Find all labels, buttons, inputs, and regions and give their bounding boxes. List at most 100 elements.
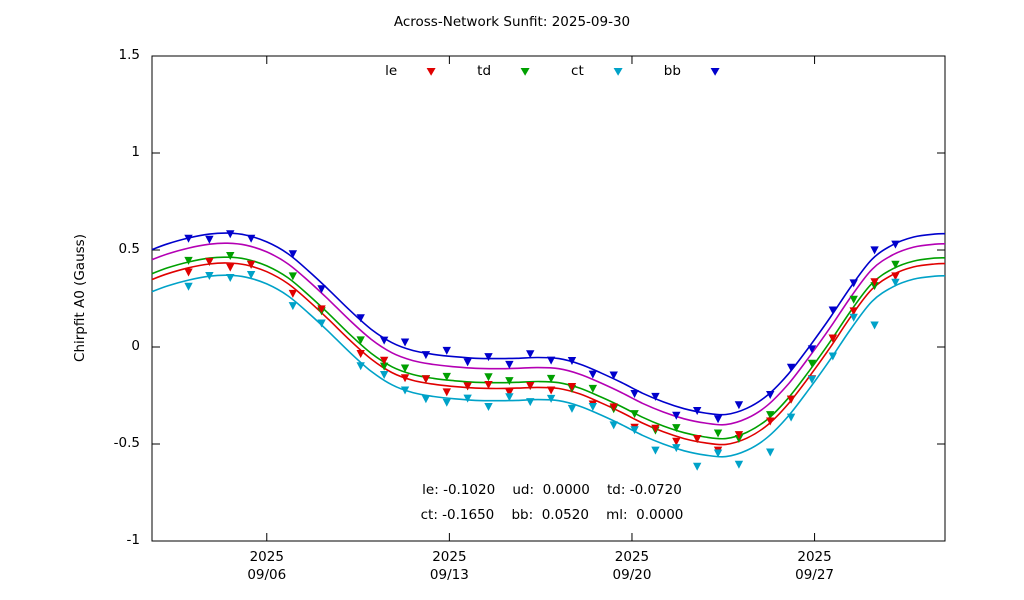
scatter-marker-le bbox=[734, 431, 744, 440]
scatter-marker-td bbox=[400, 364, 410, 373]
scatter-marker-bb bbox=[766, 390, 775, 399]
scatter-marker-ct bbox=[546, 394, 556, 403]
scatter-marker-ct bbox=[484, 402, 493, 411]
scatter-marker-bb bbox=[891, 240, 900, 249]
scatter-marker-le bbox=[786, 395, 796, 404]
scatter-marker-ct bbox=[766, 448, 775, 457]
scatter-marker-bb bbox=[828, 306, 838, 315]
scatter-marker-le bbox=[849, 307, 858, 316]
scatter-marker-le bbox=[288, 289, 298, 298]
scatter-marker-ct bbox=[870, 321, 879, 330]
x-tick-date: 09/13 bbox=[429, 567, 469, 583]
scatter-marker-le bbox=[379, 356, 389, 365]
scatter-marker-bb bbox=[246, 234, 256, 243]
scatter-marker-ct bbox=[463, 394, 472, 403]
scatter-marker-bb bbox=[526, 350, 535, 359]
scatter-marker-bb bbox=[692, 407, 702, 416]
scatter-marker-le bbox=[317, 305, 326, 314]
scatter-marker-le bbox=[442, 388, 451, 397]
scatter-marker-bb bbox=[713, 415, 723, 424]
scatter-marker-ct bbox=[184, 282, 193, 291]
scatter-marker-td bbox=[630, 410, 639, 419]
x-tick-year: 2025 bbox=[432, 549, 467, 565]
scatter-marker-le bbox=[672, 437, 681, 446]
bb-triangle-marker-icon bbox=[710, 67, 720, 76]
scatter-marker-ct bbox=[786, 413, 796, 422]
scatter-marker-ct bbox=[421, 395, 431, 404]
scatter-marker-le bbox=[609, 403, 618, 412]
scatter-marker-bb bbox=[484, 353, 493, 362]
scatter-marker-le bbox=[505, 388, 514, 397]
scatter-marker-bb bbox=[870, 246, 879, 255]
le-triangle-marker-icon bbox=[426, 67, 436, 76]
scatter-marker-ct bbox=[891, 278, 900, 287]
scatter-marker-ct bbox=[849, 313, 858, 322]
scatter-marker-bb bbox=[226, 230, 235, 239]
scatter-marker-bb bbox=[505, 360, 514, 369]
scatter-marker-bb bbox=[356, 314, 365, 323]
legend-label-bb: bb bbox=[663, 63, 681, 79]
scatter-marker-bb bbox=[651, 392, 660, 401]
scatter-marker-ct bbox=[288, 302, 298, 311]
scatter-marker-ct bbox=[828, 352, 838, 361]
scatter-marker-bb bbox=[672, 411, 681, 420]
scatter-marker-le bbox=[421, 375, 431, 384]
x-tick-label: 2025 09/06 bbox=[222, 548, 312, 584]
scatter-marker-td bbox=[546, 374, 556, 383]
scatter-marker-td bbox=[379, 362, 389, 371]
scatter-marker-le bbox=[205, 257, 214, 266]
scatter-marker-ct bbox=[713, 449, 723, 458]
scatter-marker-bb bbox=[588, 370, 598, 379]
scatter-marker-td bbox=[484, 373, 493, 382]
series-line-td bbox=[151, 256, 946, 440]
scatter-marker-td bbox=[184, 256, 193, 265]
scatter-marker-td bbox=[588, 384, 598, 393]
scatter-marker-le bbox=[400, 374, 410, 383]
scatter-marker-ct bbox=[356, 362, 365, 371]
scatter-marker-ct bbox=[734, 460, 744, 469]
scatter-marker-ct bbox=[379, 370, 389, 379]
scatter-marker-le bbox=[246, 260, 256, 269]
scatter-marker-bb bbox=[421, 351, 431, 360]
scatter-marker-le bbox=[226, 263, 235, 272]
legend-label-le: le bbox=[385, 63, 398, 79]
scatter-marker-bb bbox=[546, 356, 556, 365]
x-tick-year: 2025 bbox=[797, 549, 832, 565]
x-tick-year: 2025 bbox=[249, 549, 284, 565]
scatter-marker-bb bbox=[849, 279, 858, 288]
scatter-marker-td bbox=[766, 411, 775, 420]
axis-frame bbox=[151, 55, 946, 542]
x-tick-year: 2025 bbox=[614, 549, 650, 565]
fit-values-line-1: le: -0.1020 ud: 0.0000 td: -0.0720 bbox=[422, 482, 682, 498]
scatter-marker-le bbox=[567, 382, 577, 391]
scatter-marker-ct bbox=[400, 386, 410, 395]
scatter-marker-le bbox=[651, 424, 660, 433]
scatter-marker-le bbox=[891, 272, 900, 281]
scatter-marker-ct bbox=[246, 271, 256, 280]
scatter-marker-ct bbox=[588, 402, 598, 411]
scatter-marker-td bbox=[849, 295, 858, 304]
scatter-marker-ct bbox=[692, 462, 702, 471]
x-tick-date: 09/20 bbox=[612, 567, 652, 583]
scatter-marker-bb bbox=[442, 346, 451, 355]
series-line-ml bbox=[151, 242, 946, 426]
scatter-marker-ct bbox=[226, 273, 235, 282]
scatter-marker-bb bbox=[317, 285, 326, 294]
td-triangle-marker-icon bbox=[520, 67, 530, 76]
scatter-marker-td bbox=[356, 336, 365, 345]
scatter-marker-le bbox=[526, 382, 535, 391]
scatter-marker-le bbox=[184, 268, 193, 277]
scatter-marker-td bbox=[226, 252, 235, 261]
scatter-marker-bb bbox=[379, 336, 389, 345]
scatter-marker-bb bbox=[463, 358, 472, 367]
scatter-marker-td bbox=[807, 359, 817, 368]
scatter-marker-ct bbox=[526, 398, 535, 407]
scatter-marker-le bbox=[870, 278, 879, 287]
scatter-marker-le bbox=[463, 382, 472, 391]
scatter-marker-ct bbox=[442, 398, 451, 407]
scatter-marker-bb bbox=[786, 363, 796, 372]
x-tick-date: 09/06 bbox=[247, 567, 287, 583]
scatter-marker-le bbox=[766, 417, 775, 426]
series-line-ct bbox=[151, 274, 946, 458]
scatter-marker-ct bbox=[672, 444, 681, 453]
